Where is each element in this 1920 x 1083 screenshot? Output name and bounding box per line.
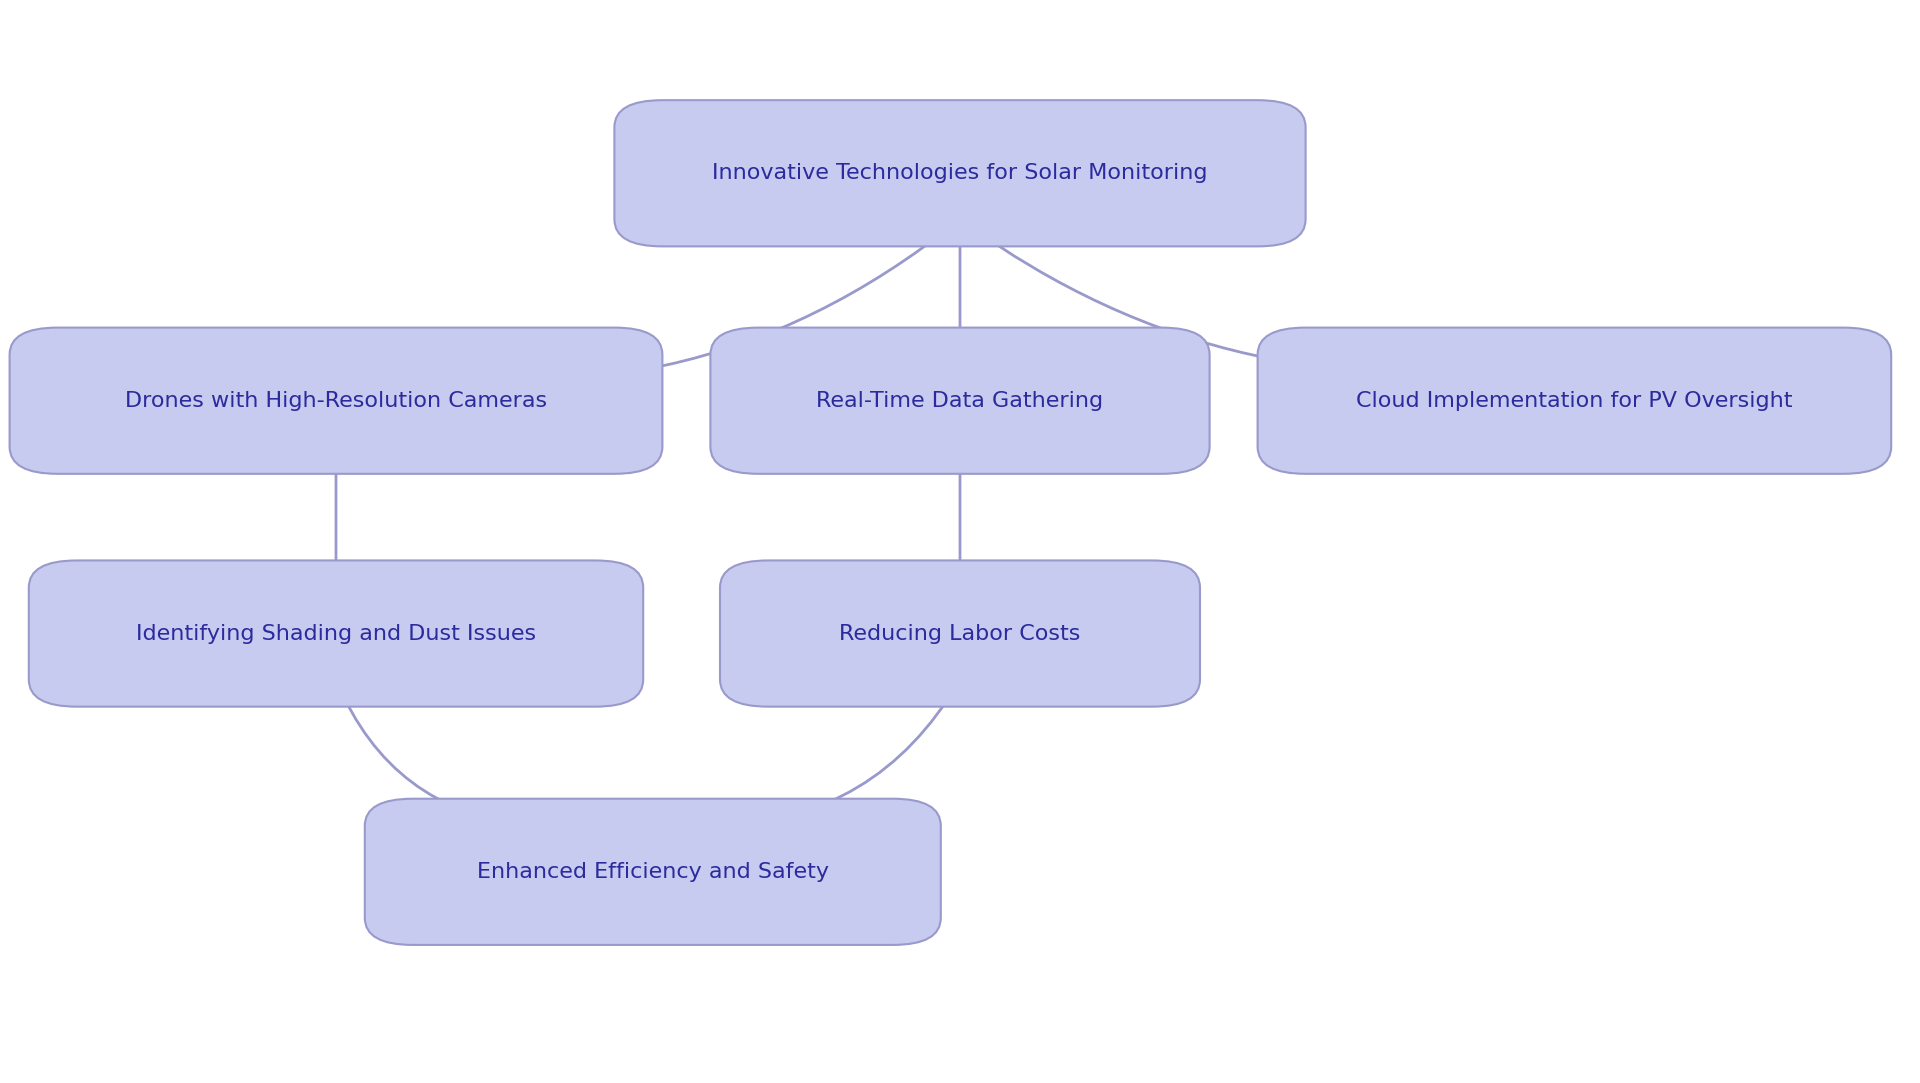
FancyBboxPatch shape bbox=[1258, 327, 1891, 474]
FancyBboxPatch shape bbox=[720, 561, 1200, 707]
Text: Identifying Shading and Dust Issues: Identifying Shading and Dust Issues bbox=[136, 624, 536, 643]
Text: Cloud Implementation for PV Oversight: Cloud Implementation for PV Oversight bbox=[1356, 391, 1793, 410]
FancyBboxPatch shape bbox=[29, 561, 643, 707]
Text: Reducing Labor Costs: Reducing Labor Costs bbox=[839, 624, 1081, 643]
Text: Enhanced Efficiency and Safety: Enhanced Efficiency and Safety bbox=[476, 862, 829, 882]
Text: Innovative Technologies for Solar Monitoring: Innovative Technologies for Solar Monito… bbox=[712, 164, 1208, 183]
FancyBboxPatch shape bbox=[365, 799, 941, 944]
FancyBboxPatch shape bbox=[614, 101, 1306, 247]
Text: Drones with High-Resolution Cameras: Drones with High-Resolution Cameras bbox=[125, 391, 547, 410]
FancyBboxPatch shape bbox=[710, 327, 1210, 474]
Text: Real-Time Data Gathering: Real-Time Data Gathering bbox=[816, 391, 1104, 410]
FancyBboxPatch shape bbox=[10, 327, 662, 474]
